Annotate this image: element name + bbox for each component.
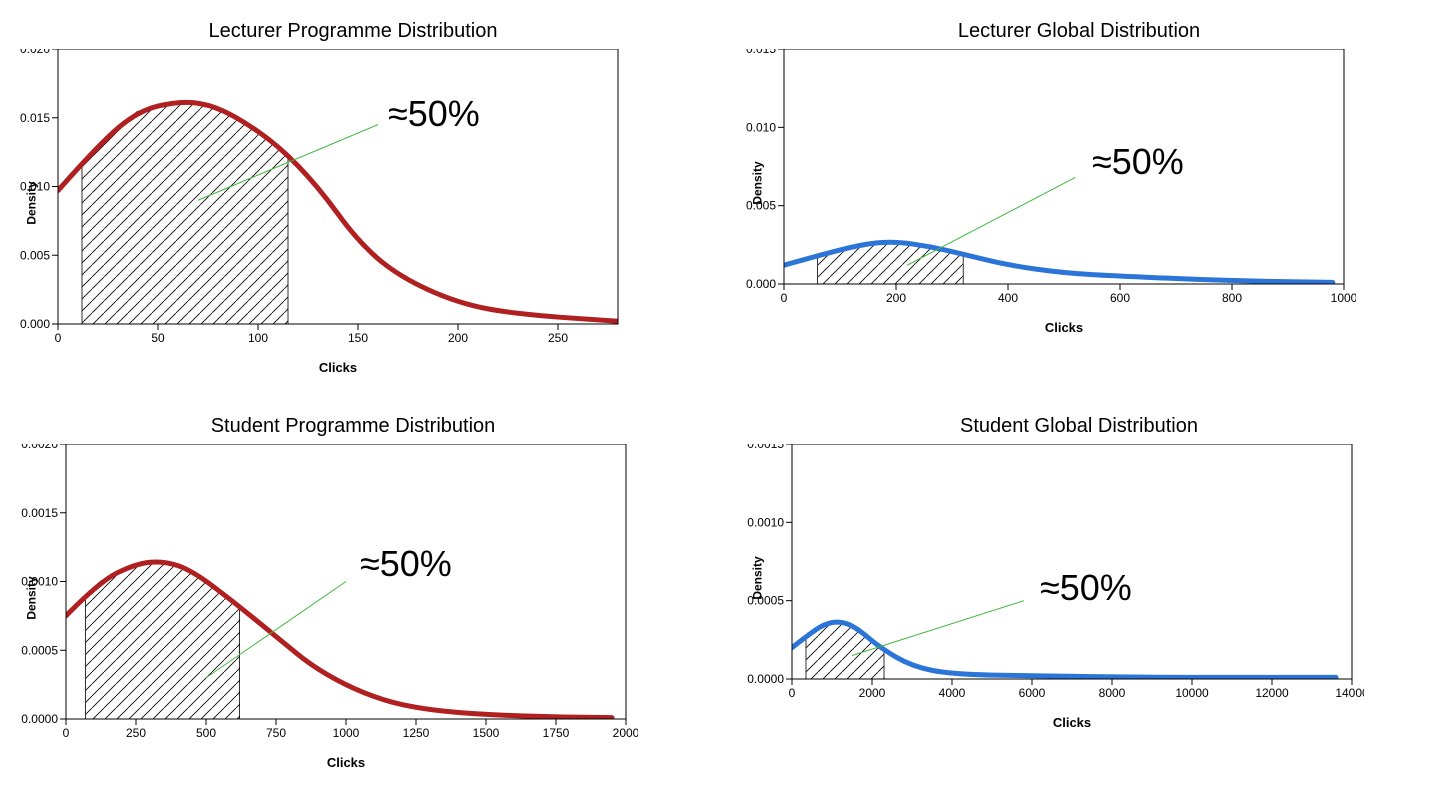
svg-text:8000: 8000	[1099, 686, 1126, 700]
svg-text:2000: 2000	[859, 686, 886, 700]
svg-text:200: 200	[886, 291, 906, 305]
svg-text:0: 0	[55, 331, 62, 345]
y-axis-label: Density	[25, 576, 39, 619]
svg-text:4000: 4000	[939, 686, 966, 700]
svg-text:0.0005: 0.0005	[21, 643, 58, 657]
x-axis-label: Clicks	[746, 715, 1352, 730]
y-axis-label: Density	[751, 556, 765, 599]
x-axis-label: Clicks	[746, 320, 1344, 335]
svg-text:0.005: 0.005	[20, 248, 50, 262]
svg-text:800: 800	[1222, 291, 1242, 305]
panel-lecturer-global: Lecturer Global Distribution Density 0 20…	[746, 20, 1412, 375]
svg-text:0.015: 0.015	[746, 49, 776, 56]
svg-text:100: 100	[248, 331, 268, 345]
svg-text:0.0015: 0.0015	[21, 506, 58, 520]
panel-student-global: Student Global Distribution Density 0 200…	[746, 415, 1412, 770]
svg-text:0.015: 0.015	[20, 111, 50, 125]
chart-title: Student Global Distribution	[746, 415, 1412, 438]
svg-text:0.0020: 0.0020	[21, 444, 58, 451]
panel-student-programme: Student Programme Distribution Density 0…	[20, 415, 686, 770]
svg-text:500: 500	[196, 726, 216, 740]
svg-text:0: 0	[789, 686, 796, 700]
svg-text:1250: 1250	[403, 726, 430, 740]
chart-area: Density 0501001502002500.0000.0050.0100.…	[20, 49, 686, 356]
svg-text:1750: 1750	[543, 726, 570, 740]
svg-text:0.0000: 0.0000	[21, 712, 58, 726]
y-axis-label: Density	[25, 181, 39, 224]
svg-text:250: 250	[126, 726, 146, 740]
svg-text:0.010: 0.010	[746, 120, 776, 134]
svg-text:400: 400	[998, 291, 1018, 305]
svg-text:1500: 1500	[473, 726, 500, 740]
svg-text:0.020: 0.020	[20, 49, 50, 56]
svg-text:150: 150	[348, 331, 368, 345]
svg-text:0.0015: 0.0015	[747, 444, 784, 451]
svg-text:12000: 12000	[1255, 686, 1289, 700]
svg-text:14000: 14000	[1335, 686, 1364, 700]
svg-text:250: 250	[548, 331, 568, 345]
x-axis-label: Clicks	[20, 755, 626, 770]
svg-text:10000: 10000	[1175, 686, 1209, 700]
svg-text:6000: 6000	[1019, 686, 1046, 700]
svg-text:0.000: 0.000	[746, 277, 776, 291]
svg-text:750: 750	[266, 726, 286, 740]
chart-title: Student Programme Distribution	[20, 415, 686, 438]
svg-text:2000: 2000	[613, 726, 638, 740]
svg-text:0.0010: 0.0010	[747, 515, 784, 529]
svg-text:200: 200	[448, 331, 468, 345]
chart-area: Density 0 2000 4000 6000 8000 10000 12000 14000…	[746, 444, 1412, 711]
svg-text:1000: 1000	[333, 726, 360, 740]
svg-text:0.0000: 0.0000	[747, 672, 784, 686]
svg-text:0: 0	[781, 291, 788, 305]
chart-area: Density 020040060080010000.0000.0050.010…	[746, 49, 1412, 316]
chart-area: Density 0 250 500 750 1000 1250 1500 1750 2000 0.…	[20, 444, 686, 751]
x-axis-label: Clicks	[20, 360, 618, 375]
svg-text:600: 600	[1110, 291, 1130, 305]
chart-title: Lecturer Global Distribution	[746, 20, 1412, 43]
chart-title: Lecturer Programme Distribution	[20, 20, 686, 43]
panel-lecturer-programme: Lecturer Programme Distribution Density …	[20, 20, 686, 375]
svg-text:0.000: 0.000	[20, 317, 50, 331]
svg-text:1000: 1000	[1331, 291, 1356, 305]
svg-text:0: 0	[63, 726, 70, 740]
svg-text:50: 50	[151, 331, 165, 345]
y-axis-label: Density	[751, 161, 765, 204]
